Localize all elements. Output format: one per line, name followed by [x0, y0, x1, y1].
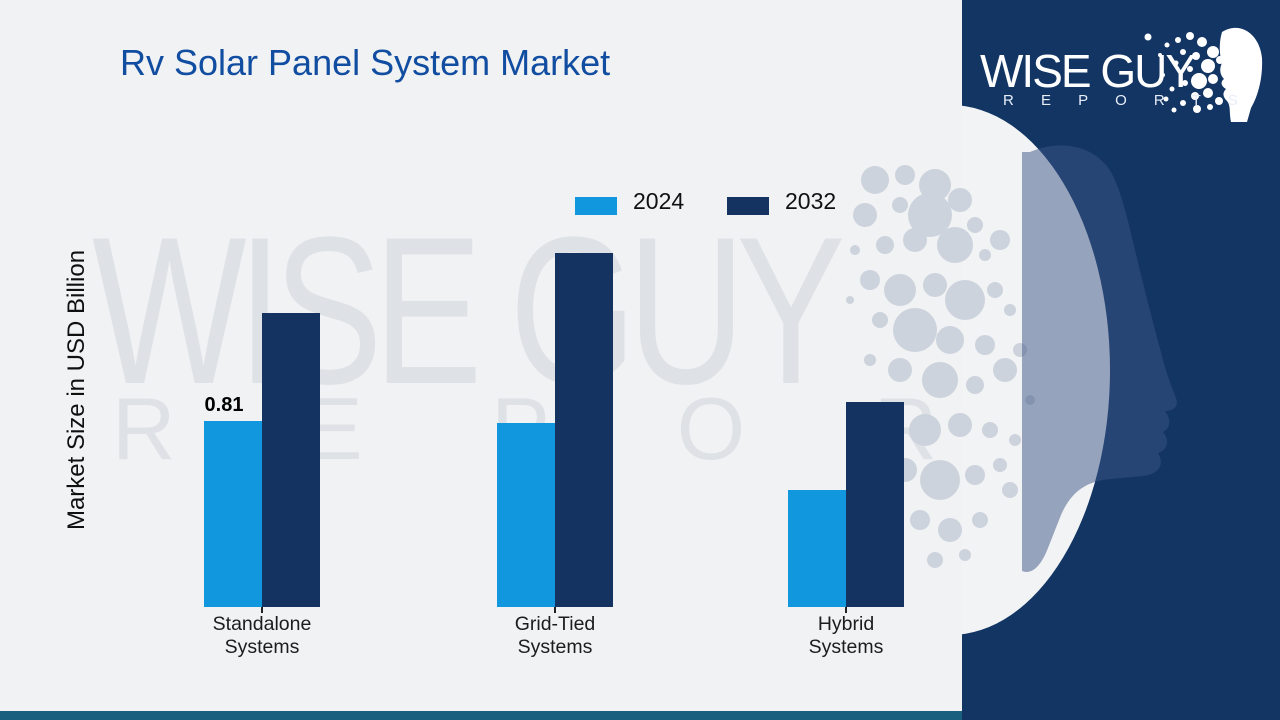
- bar-2032-hybrid-systems: [846, 402, 904, 607]
- logo-subtitle: R E P O R T S: [1003, 92, 1250, 109]
- logo-wordmark: WISE GUY: [980, 45, 1196, 97]
- watermark-brand-text: WISE GUY: [92, 193, 846, 428]
- bar-2024-standalone-systems: [204, 421, 262, 607]
- legend-label-2024: 2024: [633, 188, 685, 214]
- bar-2032-grid-tied-systems: [555, 253, 613, 607]
- footer-accent-bar: [0, 711, 962, 720]
- legend-label-2032: 2032: [785, 188, 837, 214]
- bar-2024-hybrid-systems: [788, 490, 846, 607]
- bar-2032-standalone-systems: [262, 313, 320, 607]
- bar-2024-grid-tied-systems: [497, 423, 555, 607]
- legend-swatch-2032: [727, 197, 769, 215]
- category-label-standalone-systems: Standalone Systems: [212, 613, 312, 658]
- legend-swatch-2024: [575, 197, 617, 215]
- category-label-grid-tied-systems: Grid-Tied Systems: [514, 613, 596, 658]
- legend-item-2032: 2032: [727, 188, 836, 215]
- x-axis-tick: [845, 607, 847, 613]
- page-title: Rv Solar Panel System Market: [120, 42, 611, 83]
- x-axis-tick: [261, 607, 263, 613]
- bar-value-label: 0.81: [204, 394, 244, 416]
- x-axis-tick: [554, 607, 556, 613]
- legend-item-2024: 2024: [575, 188, 684, 215]
- category-label-hybrid-systems: Hybrid Systems: [808, 613, 884, 658]
